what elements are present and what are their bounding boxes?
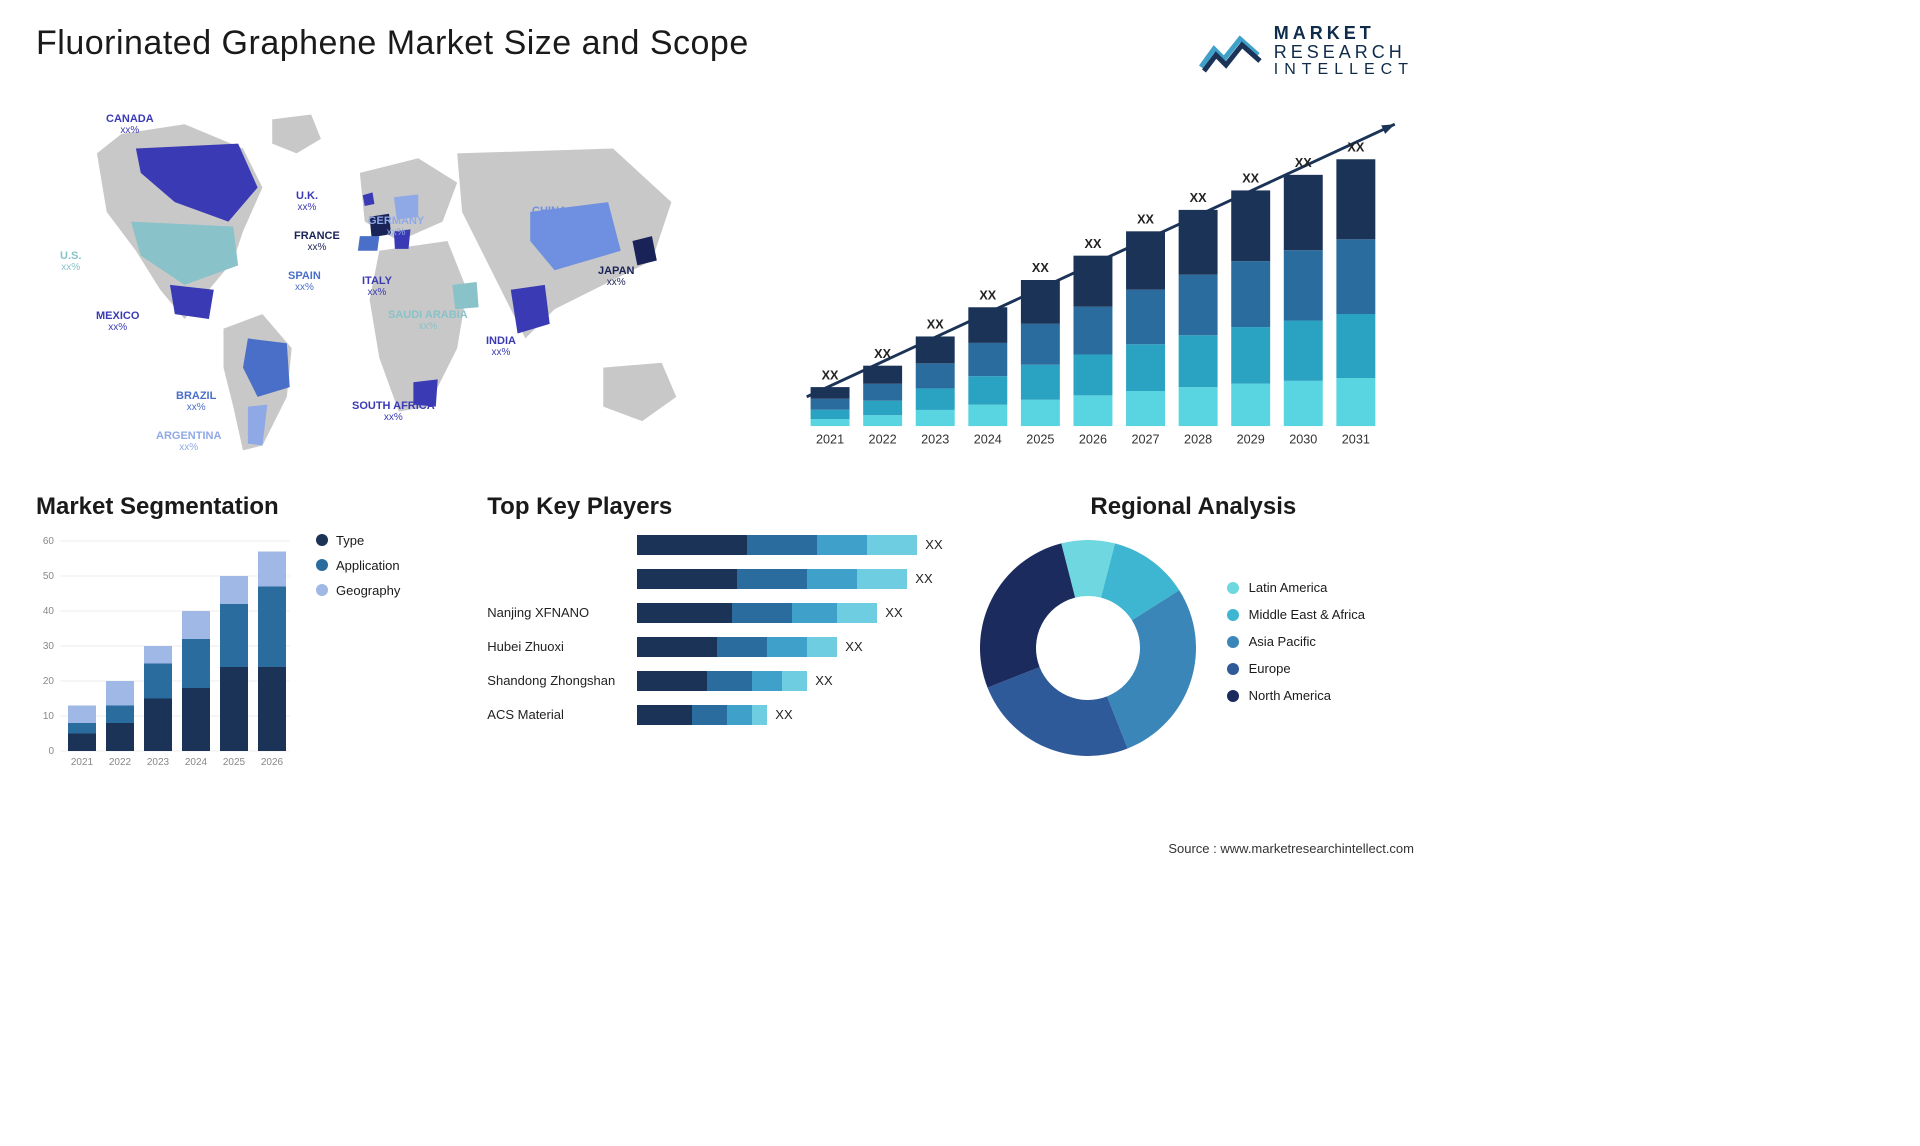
segmentation-panel: Market Segmentation 0 10 20 30 40 50 60 2021 202… (36, 493, 457, 813)
svg-text:2021: 2021 (71, 757, 94, 768)
map-label-saudi-arabia: SAUDI ARABIAxx% (388, 309, 468, 333)
player-value: XX (885, 605, 902, 620)
svg-text:40: 40 (43, 606, 55, 617)
player-value: XX (775, 707, 792, 722)
svg-text:2026: 2026 (1079, 432, 1107, 446)
svg-text:XX: XX (979, 288, 996, 302)
svg-text:XX: XX (1137, 212, 1154, 226)
svg-text:10: 10 (43, 711, 55, 722)
map-label-canada: CANADAxx% (106, 113, 154, 137)
page-title: Fluorinated Graphene Market Size and Sco… (36, 24, 749, 63)
svg-text:30: 30 (43, 641, 55, 652)
player-row: XX (487, 533, 942, 557)
map-label-china: CHINAxx% (532, 205, 567, 229)
svg-text:2031: 2031 (1342, 432, 1370, 446)
player-name: Hubei Zhuoxi (487, 639, 637, 654)
map-label-france: FRANCExx% (294, 230, 340, 254)
brand-line1: MARKET (1274, 24, 1414, 43)
source-label: Source : (1168, 841, 1216, 856)
player-row: Shandong Zhongshan XX (487, 669, 942, 693)
player-name: Nanjing XFNANO (487, 605, 637, 620)
player-name: ACS Material (487, 707, 637, 722)
segmentation-chart: 0 10 20 30 40 50 60 2021 2022 2023 2024 2025 2026 (36, 533, 296, 773)
seg-legend-type: Type (316, 533, 400, 548)
svg-text:XX: XX (927, 317, 944, 331)
brand-line3: INTELLECT (1274, 62, 1414, 79)
player-value: XX (815, 673, 832, 688)
svg-text:XX: XX (874, 346, 891, 360)
region-legend-europe: Europe (1227, 661, 1365, 676)
svg-text:50: 50 (43, 571, 55, 582)
svg-text:2024: 2024 (974, 432, 1002, 446)
svg-text:2023: 2023 (147, 757, 170, 768)
map-label-south-africa: SOUTH AFRICAxx% (352, 400, 435, 424)
svg-text:XX: XX (1032, 261, 1049, 275)
regional-panel: Regional Analysis Latin America Middle Ea… (973, 493, 1414, 813)
growth-chart: XX 2021 XX 2022 XX 2023 XX 2024 XX 2025 XX 2026 XX 20… (772, 95, 1414, 465)
regional-legend: Latin America Middle East & Africa Asia Pa… (1227, 580, 1365, 715)
map-label-germany: GERMANYxx% (368, 215, 424, 239)
svg-text:XX: XX (1242, 171, 1259, 185)
svg-text:2027: 2027 (1132, 432, 1160, 446)
svg-text:2029: 2029 (1237, 432, 1265, 446)
source-citation: Source : www.marketresearchintellect.com (1168, 841, 1414, 856)
svg-text:2022: 2022 (109, 757, 132, 768)
svg-text:XX: XX (1085, 236, 1102, 250)
regional-title: Regional Analysis (973, 493, 1414, 521)
map-label-u-k-: U.K.xx% (296, 190, 318, 214)
svg-text:2024: 2024 (185, 757, 208, 768)
map-label-italy: ITALYxx% (362, 275, 392, 299)
brand-logo-icon (1198, 27, 1264, 75)
svg-text:XX: XX (1190, 191, 1207, 205)
svg-text:XX: XX (1348, 140, 1365, 154)
brand-line2: RESEARCH (1274, 43, 1414, 62)
region-legend-middle-east---africa: Middle East & Africa (1227, 607, 1365, 622)
player-row: Hubei Zhuoxi XX (487, 635, 942, 659)
seg-legend-geography: Geography (316, 583, 400, 598)
player-row: Nanjing XFNANO XX (487, 601, 942, 625)
player-value: XX (845, 639, 862, 654)
map-label-u-s-: U.S.xx% (60, 250, 81, 274)
map-label-brazil: BRAZILxx% (176, 390, 216, 414)
map-label-india: INDIAxx% (486, 335, 516, 359)
svg-text:0: 0 (48, 746, 54, 757)
player-value: XX (915, 571, 932, 586)
segmentation-title: Market Segmentation (36, 493, 457, 521)
player-row: XX (487, 567, 942, 591)
map-label-argentina: ARGENTINAxx% (156, 430, 221, 454)
svg-text:2025: 2025 (1026, 432, 1054, 446)
map-label-japan: JAPANxx% (598, 265, 634, 289)
source-url: www.marketresearchintellect.com (1220, 841, 1414, 856)
svg-text:2028: 2028 (1184, 432, 1212, 446)
player-value: XX (925, 537, 942, 552)
svg-text:2022: 2022 (869, 432, 897, 446)
player-name: Shandong Zhongshan (487, 673, 637, 688)
svg-text:XX: XX (1295, 156, 1312, 170)
svg-text:2025: 2025 (223, 757, 246, 768)
segmentation-legend: Type Application Geography (316, 533, 400, 608)
map-label-spain: SPAINxx% (288, 270, 321, 294)
map-panel: CANADAxx% U.S.xx% MEXICOxx% BRAZILxx% ARGENT… (36, 95, 742, 465)
svg-text:XX: XX (822, 368, 839, 382)
svg-text:2023: 2023 (921, 432, 949, 446)
svg-text:2030: 2030 (1289, 432, 1317, 446)
brand-logo: MARKET RESEARCH INTELLECT (1198, 24, 1414, 79)
svg-text:2026: 2026 (261, 757, 284, 768)
players-panel: Top Key Players XXXXNanjing XFNANOXXHube… (487, 493, 942, 813)
seg-legend-application: Application (316, 558, 400, 573)
svg-text:60: 60 (43, 536, 55, 547)
region-legend-asia-pacific: Asia Pacific (1227, 634, 1365, 649)
map-label-mexico: MEXICOxx% (96, 310, 139, 334)
regional-donut (973, 533, 1203, 763)
players-chart: XXXXNanjing XFNANOXXHubei ZhuoxiXXShando… (487, 533, 942, 727)
player-row: ACS Material XX (487, 703, 942, 727)
region-legend-north-america: North America (1227, 688, 1365, 703)
players-title: Top Key Players (487, 493, 942, 521)
region-legend-latin-america: Latin America (1227, 580, 1365, 595)
svg-text:2021: 2021 (816, 432, 844, 446)
svg-text:20: 20 (43, 676, 55, 687)
